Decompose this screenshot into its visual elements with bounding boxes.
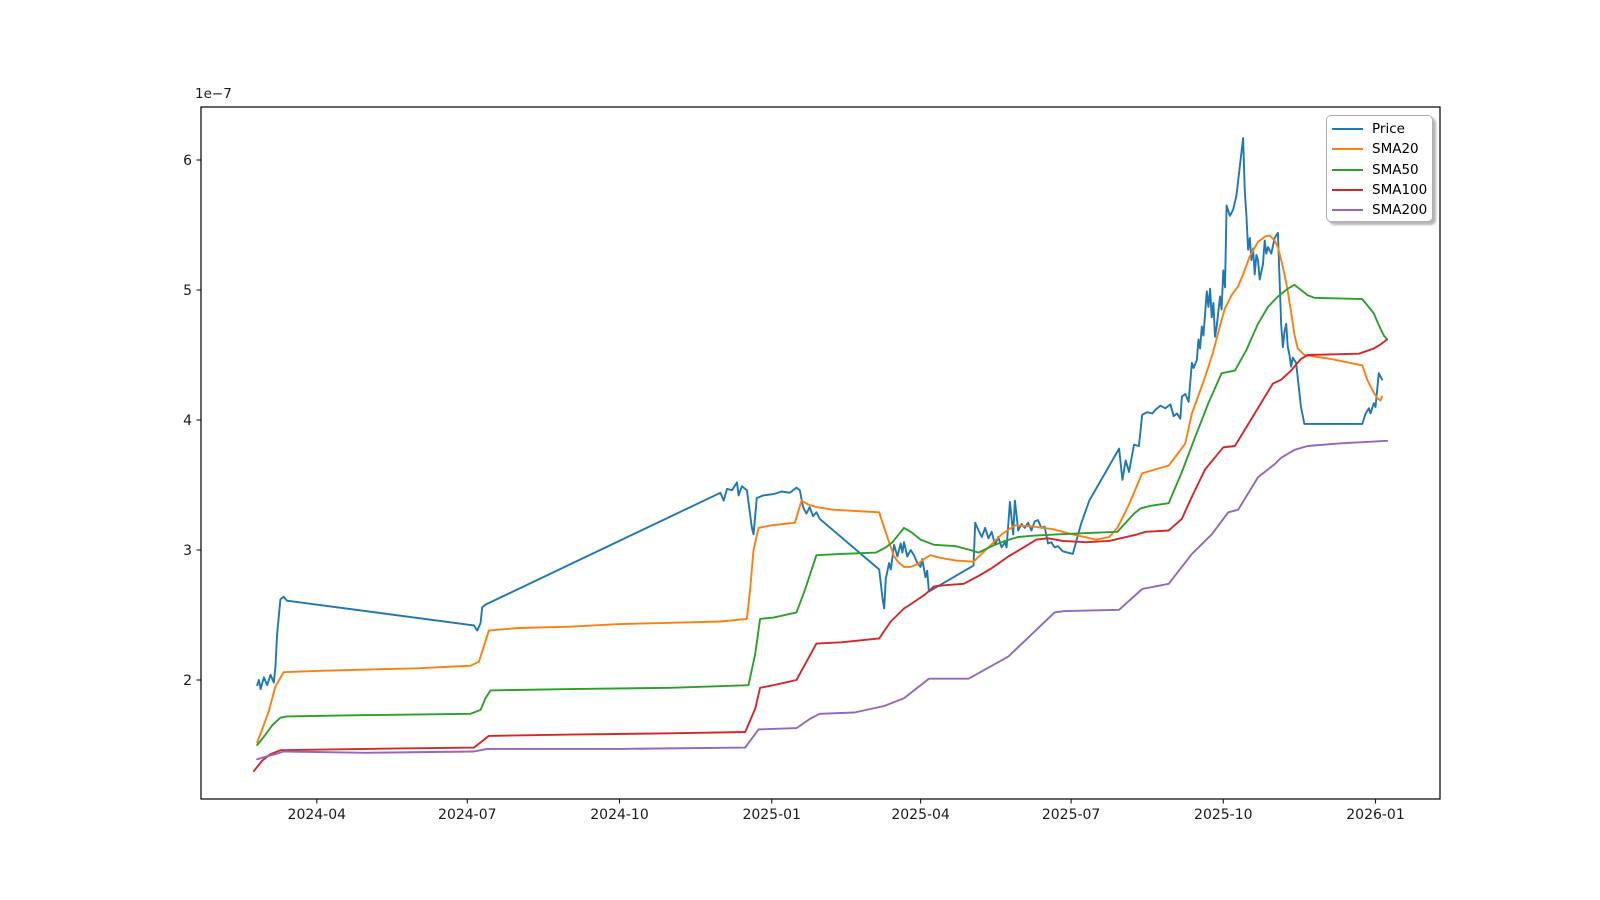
legend-item-sma50: SMA50 bbox=[1327, 160, 1432, 180]
x-tick-label: 2024-07 bbox=[438, 807, 497, 823]
plot-frame bbox=[200, 106, 1441, 800]
y-tick-label: 5 bbox=[183, 283, 192, 299]
sma50-line bbox=[256, 283, 1389, 746]
x-tick-label: 2025-10 bbox=[1194, 807, 1253, 823]
legend-label-sma50: SMA50 bbox=[1372, 161, 1419, 178]
legend-item-sma200: SMA200 bbox=[1327, 200, 1432, 220]
sma50-line-sample bbox=[1332, 168, 1363, 171]
y-tick-label: 2 bbox=[183, 673, 192, 689]
x-tick-label: 2024-10 bbox=[590, 807, 649, 823]
y-tick-label: 3 bbox=[183, 543, 192, 559]
price-line-sample bbox=[1332, 128, 1363, 131]
sma200-line bbox=[256, 439, 1389, 761]
sma100-line bbox=[252, 338, 1389, 772]
legend-item-sma100: SMA100 bbox=[1327, 180, 1432, 200]
x-tick-label: 2025-04 bbox=[891, 807, 950, 823]
sma20-line-sample bbox=[1332, 148, 1363, 151]
y-tick-label: 6 bbox=[183, 153, 192, 169]
legend-item-price: Price bbox=[1327, 119, 1432, 139]
sma20-line bbox=[256, 234, 1384, 744]
legend-item-sma20: SMA20 bbox=[1327, 139, 1432, 159]
legend-label-sma200: SMA200 bbox=[1372, 202, 1428, 219]
sma200-line-sample bbox=[1332, 209, 1363, 212]
price-line bbox=[256, 136, 1384, 691]
x-tick-label: 2025-07 bbox=[1042, 807, 1101, 823]
x-tick-label: 2025-01 bbox=[742, 807, 801, 823]
y-axis-offset-label: 1e−7 bbox=[195, 86, 232, 102]
y-tick-label: 4 bbox=[183, 413, 192, 429]
legend-label-sma20: SMA20 bbox=[1372, 141, 1419, 158]
legend-label-sma100: SMA100 bbox=[1372, 182, 1428, 199]
legend-label-price: Price bbox=[1372, 121, 1405, 138]
x-tick-label: 2024-04 bbox=[288, 807, 347, 823]
legend: Price SMA20 SMA50 SMA100 SMA200 bbox=[1326, 115, 1433, 222]
x-tick-label: 2026-01 bbox=[1346, 807, 1405, 823]
sma100-line-sample bbox=[1332, 189, 1363, 192]
